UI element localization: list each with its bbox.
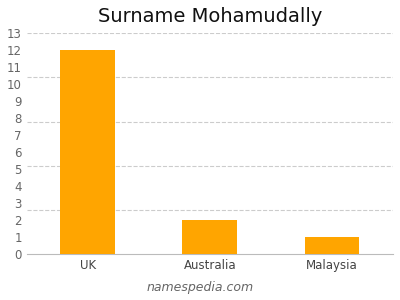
Text: namespedia.com: namespedia.com <box>146 281 254 294</box>
Bar <box>60 50 115 254</box>
Bar <box>182 220 237 254</box>
Bar <box>304 237 360 254</box>
Title: Surname Mohamudally: Surname Mohamudally <box>98 7 322 26</box>
